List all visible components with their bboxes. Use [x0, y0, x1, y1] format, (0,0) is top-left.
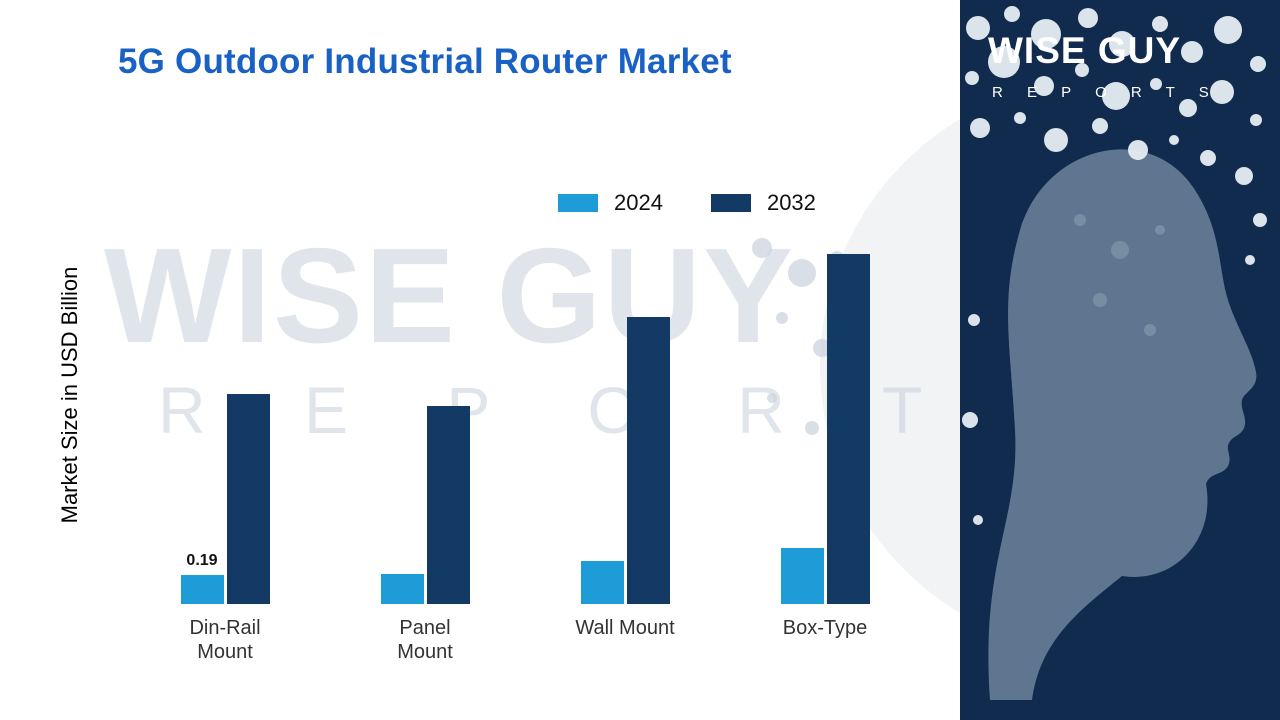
category-label-box-type: Box-Type: [782, 617, 868, 639]
brand-logo-subtext: R E P O R T S: [992, 84, 1219, 101]
legend-item-2024: 2024: [558, 190, 663, 216]
y-axis-label: Market Size in USD Billion: [57, 266, 82, 524]
bar-wrap-2032-din-rail-mount: [226, 394, 270, 604]
page-title: 5G Outdoor Industrial Router Market: [118, 42, 732, 81]
legend-label-2024: 2024: [614, 190, 663, 215]
legend-label-2032: 2032: [766, 190, 816, 215]
legend-swatch-2024: [558, 194, 598, 212]
inner-dots-pattern: [1074, 214, 1165, 336]
brand-panel: WISE GUY R E P O R T S: [960, 0, 1280, 720]
bars-box-type: [780, 254, 870, 604]
bar-wrap-2032-wall-mount: [626, 317, 670, 604]
bar-wrap-2032-box-type: [826, 254, 870, 604]
bar-wrap-2024-box-type: [780, 548, 824, 604]
bar-2024-panel-mount: [380, 574, 424, 604]
bars-wall-mount: [580, 317, 670, 604]
legend-item-2032: 2032: [710, 190, 816, 216]
bar-2032-box-type: [826, 254, 870, 604]
bar-value-label-2024-din-rail-mount: 0.19: [186, 552, 218, 569]
bar-wrap-2024-din-rail-mount: 0.19: [180, 552, 224, 604]
bars-din-rail-mount: 0.19: [180, 394, 270, 604]
watermark-line2: R E P O R T S: [158, 373, 1064, 447]
category-label-wall-mount: Wall Mount: [575, 617, 675, 639]
bar-group-wall-mount: Wall Mount: [575, 224, 675, 639]
bar-2024-wall-mount: [580, 561, 624, 604]
bar-group-din-rail-mount: 0.19 Din-Rail Mount: [180, 224, 270, 663]
category-label-din-rail-mount: Din-Rail Mount: [189, 617, 261, 663]
bar-2024-din-rail-mount: [180, 575, 224, 604]
bar-group-box-type: Box-Type: [780, 224, 870, 639]
head-profile-art-icon: [962, 6, 1267, 700]
legend: 2024 2032: [558, 190, 816, 216]
face-silhouette: [988, 149, 1257, 700]
bar-2032-din-rail-mount: [226, 394, 270, 604]
dots-pattern: [962, 6, 1267, 525]
bar-2032-wall-mount: [626, 317, 670, 604]
category-label-panel-mount: Panel Mount: [397, 617, 453, 663]
bar-wrap-2024-panel-mount: [380, 574, 424, 604]
bar-chart: 0.19 Din-Rail Mount Panel Mount Wall Mount Box…: [125, 224, 925, 663]
bar-wrap-2024-wall-mount: [580, 561, 624, 604]
bar-group-panel-mount: Panel Mount: [380, 224, 470, 663]
bar-wrap-2032-panel-mount: [426, 406, 470, 604]
bars-panel-mount: [380, 406, 470, 604]
bar-2024-box-type: [780, 548, 824, 604]
brand-logo-text: WISE GUY: [988, 30, 1182, 71]
bar-2032-panel-mount: [426, 406, 470, 604]
legend-swatch-2032: [710, 194, 751, 212]
watermark-line1: WISE GUY: [104, 220, 796, 371]
